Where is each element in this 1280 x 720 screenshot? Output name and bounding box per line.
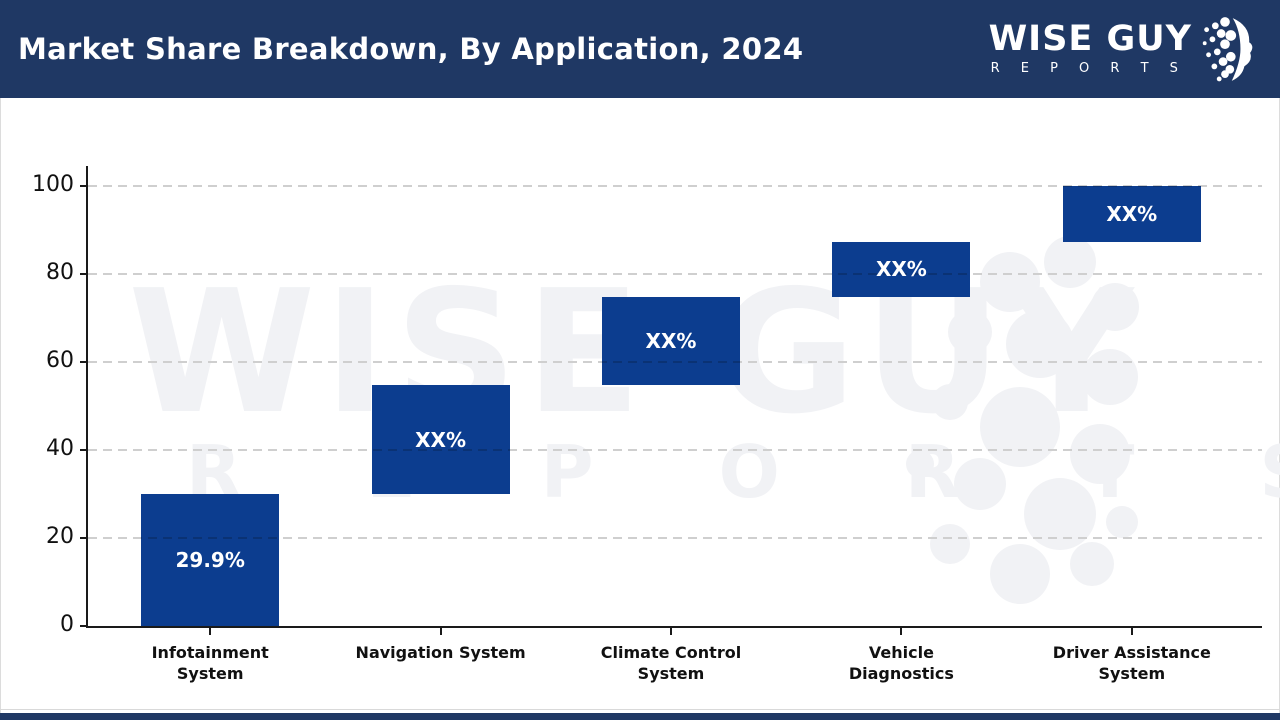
page-title: Market Share Breakdown, By Application, … <box>18 32 804 66</box>
logo-subtitle: R E P O R T S <box>990 61 1187 76</box>
header: Market Share Breakdown, By Application, … <box>0 0 1280 98</box>
y-tick-mark <box>80 449 88 451</box>
axis-y <box>86 166 88 628</box>
logo-text: WISE GUY R E P O R T S <box>988 19 1192 77</box>
axis-x <box>86 626 1262 628</box>
y-tick-mark <box>80 273 88 275</box>
bar <box>602 296 740 386</box>
bar-value-label: XX% <box>415 427 467 452</box>
bar-value-label: 29.9% <box>175 548 245 573</box>
gridline <box>88 537 1262 539</box>
gridline <box>88 361 1262 363</box>
bar-value-label: XX% <box>1106 202 1158 227</box>
bar <box>371 385 510 495</box>
bar <box>1062 186 1201 242</box>
footer-bar <box>0 713 1280 720</box>
x-tick-mark <box>670 628 672 635</box>
bottom-hairline <box>0 709 1280 710</box>
x-category-label: Climate Control System <box>600 643 742 683</box>
gridline <box>88 185 1262 187</box>
wiseguy-logo: WISE GUY R E P O R T S <box>989 13 1254 85</box>
bar-value-label: XX% <box>875 257 927 282</box>
bar-value-label: XX% <box>645 329 697 354</box>
y-tick-label: 100 <box>32 172 74 197</box>
y-tick-mark <box>80 361 88 363</box>
gridline <box>88 449 1262 451</box>
y-tick-label: 0 <box>60 612 74 637</box>
logo-wordmark: WISE GUY <box>988 19 1192 59</box>
y-tick-label: 60 <box>46 348 74 373</box>
y-tick-label: 40 <box>46 436 74 461</box>
y-tick-mark <box>80 537 88 539</box>
x-tick-mark <box>209 628 212 635</box>
y-tick-label: 80 <box>46 260 74 285</box>
bar <box>832 241 971 297</box>
x-category-label: Infotainment System <box>151 643 269 683</box>
x-category-label: Vehicle Diagnostics <box>848 643 954 683</box>
y-tick-mark <box>80 625 88 627</box>
gridline <box>88 273 1262 275</box>
x-tick-mark <box>439 628 442 635</box>
x-category-label: Navigation System <box>355 643 526 662</box>
y-tick-label: 20 <box>46 524 74 549</box>
bar <box>141 494 280 626</box>
y-tick-mark <box>80 185 88 187</box>
wiseguy-face-icon <box>1202 17 1253 82</box>
x-tick-mark <box>1130 628 1133 635</box>
x-tick-mark <box>900 628 903 635</box>
x-category-label: Driver Assistance System <box>1052 643 1211 683</box>
